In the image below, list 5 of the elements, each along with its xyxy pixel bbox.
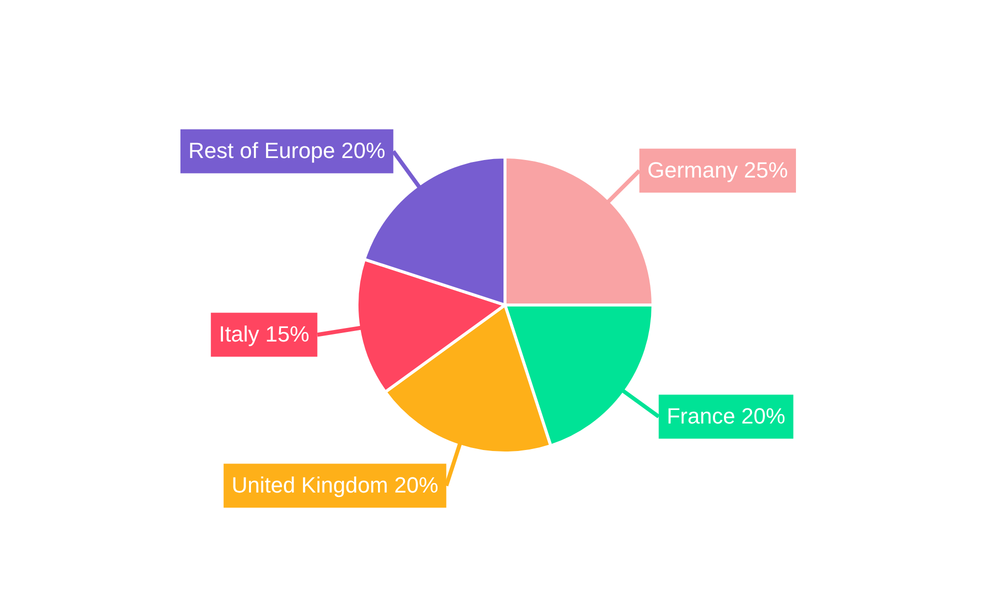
slice-label: France 20% [666, 403, 786, 428]
slice-label: United Kingdom 20% [232, 472, 438, 498]
slice-label: Italy 15% [218, 322, 310, 347]
slice-label: Rest of Europe 20% [188, 138, 386, 164]
slice-label: Germany 25% [647, 157, 788, 182]
